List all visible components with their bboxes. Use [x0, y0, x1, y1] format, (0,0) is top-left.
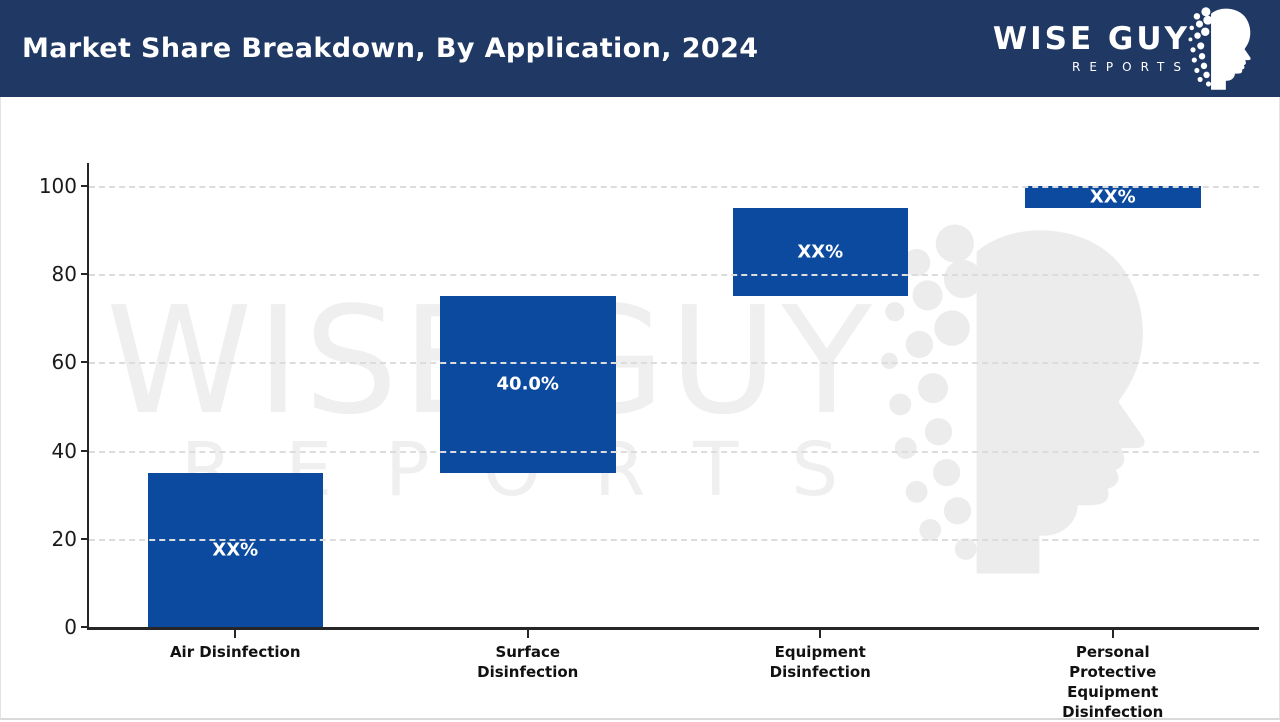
gridline — [89, 186, 1259, 188]
bar — [440, 296, 616, 473]
y-tick-label: 40 — [51, 438, 77, 463]
x-category-label-line: Protective — [1069, 663, 1157, 681]
x-category-label-line: Disinfection — [1062, 703, 1164, 721]
x-category-label: Equipment Disinfection — [690, 642, 950, 682]
x-category-label: Surface Disinfection — [398, 642, 658, 682]
x-tick-mark — [1111, 630, 1114, 638]
brand-logo-title: WISE GUY — [992, 20, 1190, 57]
x-category-label-line: Surface — [495, 643, 561, 661]
y-tick-mark — [81, 449, 89, 452]
y-tick-label: 60 — [51, 350, 77, 375]
brand-logo-text: WISE GUY REPORTS — [992, 20, 1190, 74]
x-category-label-line: Equipment — [774, 643, 866, 661]
x-tick-mark — [234, 630, 237, 638]
x-category-label-line: Personal — [1075, 643, 1150, 661]
gridline — [89, 450, 1259, 453]
y-tick-mark — [81, 361, 89, 364]
bar — [1025, 186, 1201, 209]
x-axis — [87, 627, 1259, 630]
bar — [732, 208, 908, 297]
page-title: Market Share Breakdown, By Application, … — [22, 33, 759, 64]
header-bar: Market Share Breakdown, By Application, … — [0, 0, 1280, 97]
bar-value-label: XX% — [212, 539, 259, 561]
head-profile-watermark-icon — [881, 224, 1145, 574]
bar — [147, 472, 323, 627]
x-category-label-line: Air Disinfection — [169, 643, 301, 661]
bar-value-label: 40.0% — [496, 373, 559, 395]
gridline — [89, 538, 1259, 541]
x-category-label: Personal Protective Equipment Disinfection — [983, 642, 1243, 722]
y-tick-label: 20 — [51, 526, 77, 551]
x-category-label: Air Disinfection — [105, 642, 365, 662]
y-tick-mark — [81, 626, 89, 628]
bar-value-label: XX% — [797, 241, 844, 263]
y-axis — [87, 163, 89, 630]
y-tick-mark — [81, 537, 89, 540]
y-tick-label: 80 — [51, 262, 77, 287]
bar-value-label: XX% — [1089, 186, 1136, 208]
y-tick-label: 100 — [38, 174, 77, 198]
x-category-label-line: Equipment — [1067, 683, 1159, 701]
x-tick-mark — [819, 630, 822, 638]
gridline — [89, 362, 1259, 365]
brand-logo-subtitle: REPORTS — [1071, 59, 1190, 74]
gridline — [89, 274, 1259, 277]
x-tick-mark — [526, 630, 529, 638]
head-profile-logo-icon — [1188, 7, 1251, 90]
y-tick-mark — [81, 185, 89, 187]
x-category-label-line: Disinfection — [477, 663, 579, 681]
y-tick-mark — [81, 273, 89, 276]
y-tick-label: 0 — [64, 615, 77, 639]
x-category-label-line: Disinfection — [769, 663, 871, 681]
brand-logo: WISE GUY REPORTS — [993, 6, 1258, 91]
